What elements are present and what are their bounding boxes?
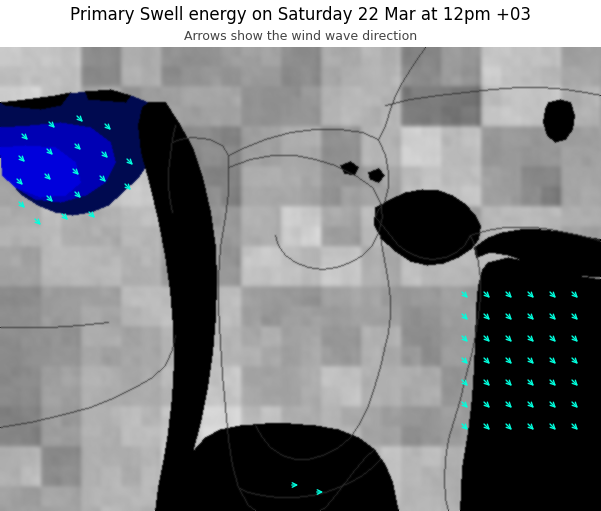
Text: Primary Swell energy on Saturday 22 Mar at 12pm +03: Primary Swell energy on Saturday 22 Mar … <box>70 6 531 24</box>
Text: Arrows show the wind wave direction: Arrows show the wind wave direction <box>184 30 417 43</box>
